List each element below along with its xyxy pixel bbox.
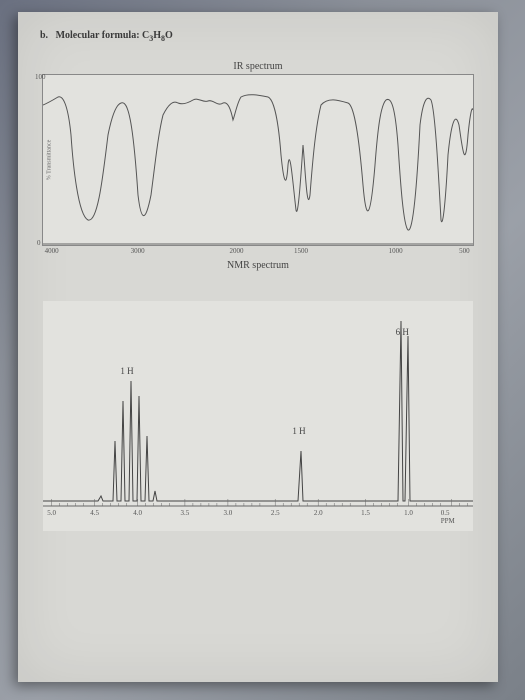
document-page: b. Molecular formula: C3H8O IR spectrum … — [18, 12, 498, 682]
nmr-x-tick: 2.5 — [271, 509, 280, 517]
question-prefix: b. — [40, 30, 48, 41]
nmr-peak-label: 1 H — [292, 426, 305, 436]
ir-y-tick-bottom: 0 — [37, 239, 41, 247]
ir-y-axis-label: % Transmittance — [46, 140, 52, 181]
ir-chart-title: IR spectrum — [40, 61, 476, 72]
ir-x-tick: 3000 — [131, 247, 145, 255]
nmr-x-tick: 3.0 — [224, 509, 233, 517]
nmr-x-tick: 5.0 — [47, 509, 56, 517]
ir-x-tick: 1500 — [294, 247, 308, 255]
ir-x-tick: 1000 — [389, 247, 403, 255]
ir-x-tick: 4000 — [45, 247, 59, 255]
formula-label: Molecular formula: — [56, 30, 140, 41]
nmr-x-tick: 3.5 — [181, 509, 190, 517]
nmr-x-tick: 0.5 PPM — [441, 509, 463, 525]
nmr-x-tick: 2.0 — [314, 509, 323, 517]
ir-x-tick: 500 — [459, 247, 470, 255]
nmr-trace — [43, 321, 473, 501]
nmr-spectrum-chart: 5.0 4.5 4.0 3.5 3.0 2.5 2.0 1.5 1.0 0.5 PPM 1 H 1 … — [43, 301, 473, 531]
ir-trace — [43, 95, 473, 230]
nmr-peak-label: 6 H — [396, 327, 409, 337]
nmr-x-tick: 4.5 — [90, 509, 99, 517]
ir-spectrum-chart: % Transmittance 100 0 400030002000150010… — [42, 74, 474, 246]
ir-y-tick-top: 100 — [35, 73, 46, 81]
nmr-x-tick: 4.0 — [133, 509, 142, 517]
molecular-formula: C3H8O — [142, 30, 173, 41]
nmr-x-tick: 1.0 — [404, 509, 413, 517]
nmr-x-tick: 1.5 — [361, 509, 370, 517]
ir-svg — [43, 75, 473, 245]
ir-x-tick: 2000 — [230, 247, 244, 255]
nmr-chart-title: NMR spectrum — [40, 260, 476, 271]
question-header: b. Molecular formula: C3H8O — [40, 30, 476, 43]
nmr-peak-label: 1 H — [120, 366, 133, 376]
